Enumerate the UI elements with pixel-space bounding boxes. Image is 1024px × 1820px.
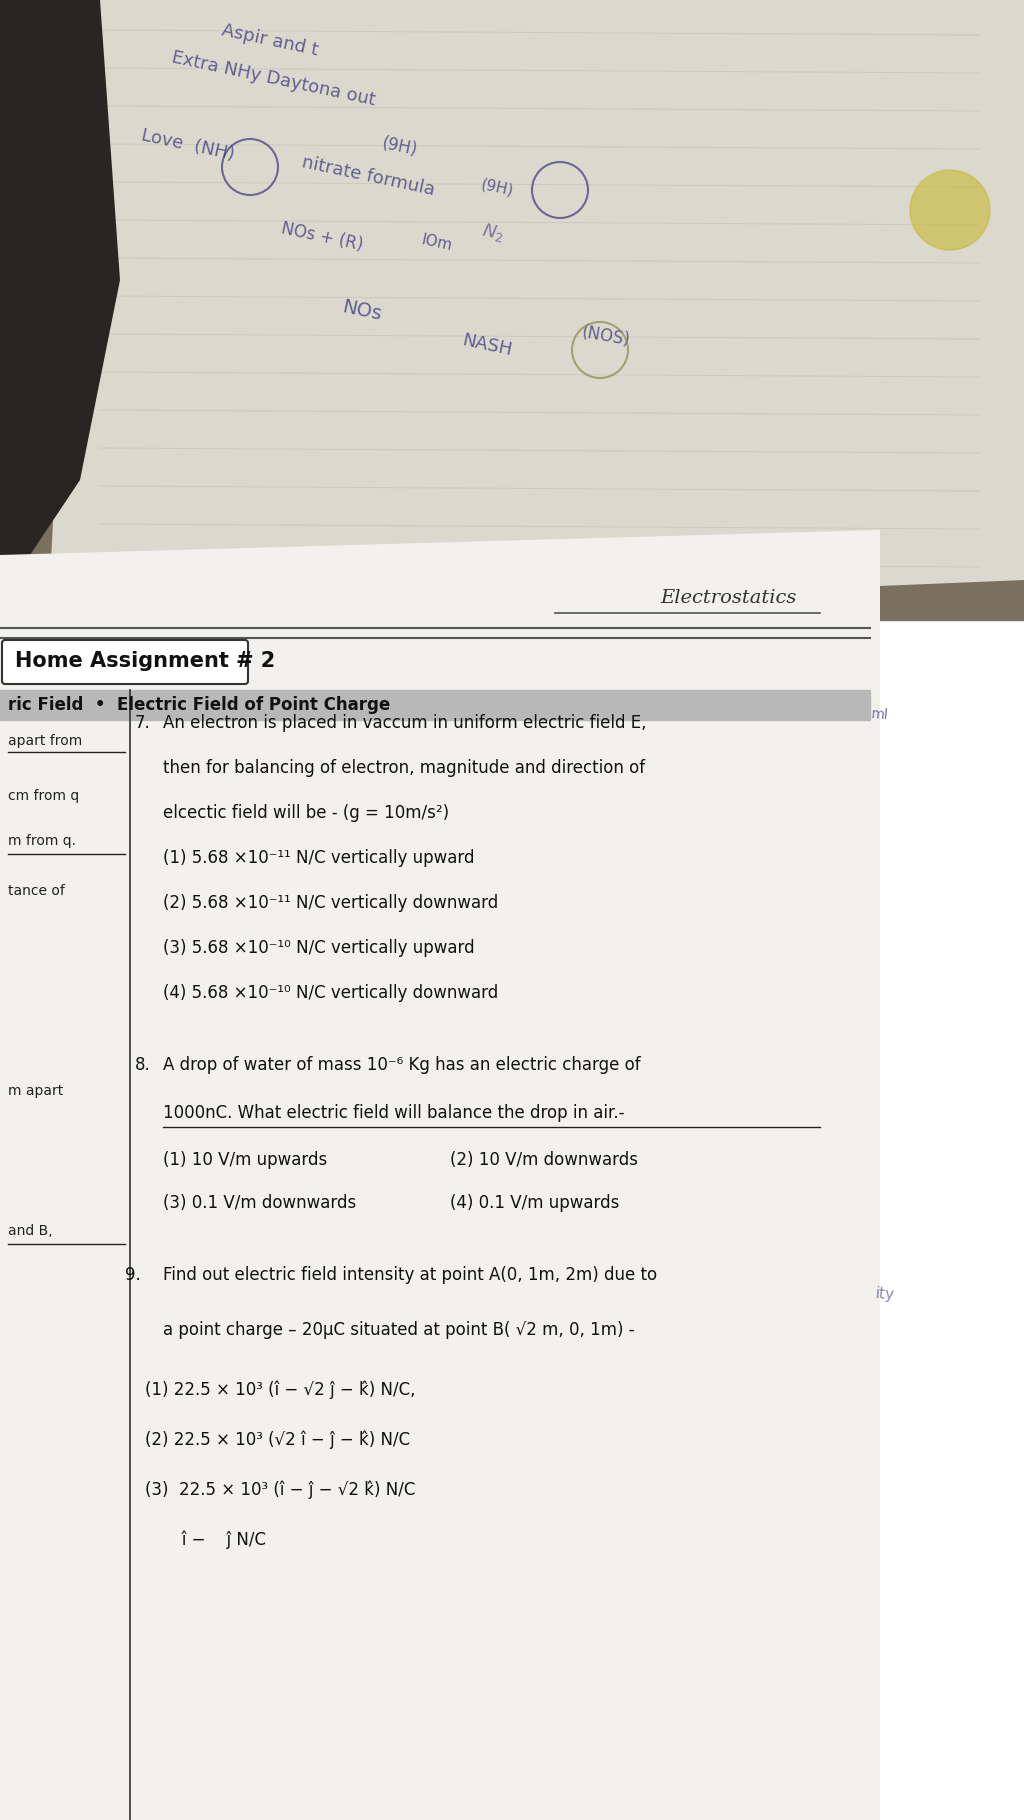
Polygon shape bbox=[0, 530, 880, 1820]
Text: Love  (NH): Love (NH) bbox=[140, 127, 237, 164]
Circle shape bbox=[910, 169, 990, 249]
Text: cm from q: cm from q bbox=[8, 790, 79, 803]
Text: 9.: 9. bbox=[125, 1267, 140, 1283]
Text: and B,: and B, bbox=[8, 1225, 52, 1238]
Polygon shape bbox=[0, 0, 120, 601]
Text: Aspir and t: Aspir and t bbox=[220, 22, 319, 58]
Text: (3)  22.5 × 10³ (î − ĵ − √2 k̂) N/C: (3) 22.5 × 10³ (î − ĵ − √2 k̂) N/C bbox=[145, 1480, 416, 1500]
Text: (1) 10 V/m upwards: (1) 10 V/m upwards bbox=[163, 1150, 328, 1168]
Text: NOs + (R): NOs + (R) bbox=[280, 218, 365, 255]
Text: (3) 5.68 ×10⁻¹⁰ N/C vertically upward: (3) 5.68 ×10⁻¹⁰ N/C vertically upward bbox=[163, 939, 475, 957]
Text: A drop of water of mass 10⁻⁶ Kg has an electric charge of: A drop of water of mass 10⁻⁶ Kg has an e… bbox=[163, 1056, 641, 1074]
Text: (9H): (9H) bbox=[380, 135, 419, 158]
Text: An electron is placed in vaccum in uniform electric field E,: An electron is placed in vaccum in unifo… bbox=[163, 713, 646, 732]
Text: Extra NHy Daytona out: Extra NHy Daytona out bbox=[170, 47, 377, 109]
Bar bbox=[0, 0, 1024, 621]
Text: ric Field  •  Electric Field of Point Charge: ric Field • Electric Field of Point Char… bbox=[8, 695, 390, 713]
Polygon shape bbox=[50, 0, 1024, 621]
Text: 8.: 8. bbox=[135, 1056, 151, 1074]
Text: 7.: 7. bbox=[135, 713, 151, 732]
Text: tance of: tance of bbox=[8, 885, 65, 897]
Text: m from q.: m from q. bbox=[8, 834, 76, 848]
Text: (4) 5.68 ×10⁻¹⁰ N/C vertically downward: (4) 5.68 ×10⁻¹⁰ N/C vertically downward bbox=[163, 985, 499, 1003]
Text: (9H): (9H) bbox=[480, 177, 515, 198]
Text: IOm: IOm bbox=[420, 231, 454, 253]
Text: Electrostatics: Electrostatics bbox=[660, 590, 797, 608]
Text: 1000nC. What electric field will balance the drop in air.-: 1000nC. What electric field will balance… bbox=[163, 1105, 625, 1121]
Text: $N_2$: $N_2$ bbox=[480, 220, 506, 246]
Text: (1) 5.68 ×10⁻¹¹ N/C vertically upward: (1) 5.68 ×10⁻¹¹ N/C vertically upward bbox=[163, 848, 474, 866]
Text: (NOS): (NOS) bbox=[580, 322, 631, 349]
Bar bbox=[0, 690, 870, 721]
Text: ity: ity bbox=[874, 1287, 895, 1303]
Text: NOs: NOs bbox=[340, 297, 383, 324]
Text: î −    ĵ N/C: î − ĵ N/C bbox=[145, 1531, 266, 1549]
Text: elcectic field will be - (g = 10m/s²): elcectic field will be - (g = 10m/s²) bbox=[163, 804, 450, 823]
Text: a point charge – 20μC situated at point B( √2 m, 0, 1m) -: a point charge – 20μC situated at point … bbox=[163, 1321, 635, 1340]
Text: (2) 22.5 × 10³ (√2 î − ĵ − k̂) N/C: (2) 22.5 × 10³ (√2 î − ĵ − k̂) N/C bbox=[145, 1431, 411, 1449]
Text: then for balancing of electron, magnitude and direction of: then for balancing of electron, magnitud… bbox=[163, 759, 645, 777]
Text: (2) 10 V/m downwards: (2) 10 V/m downwards bbox=[450, 1150, 638, 1168]
Text: m apart: m apart bbox=[8, 1085, 63, 1097]
Text: (4) 0.1 V/m upwards: (4) 0.1 V/m upwards bbox=[450, 1194, 620, 1212]
Text: apart from: apart from bbox=[8, 733, 82, 748]
Text: (2) 5.68 ×10⁻¹¹ N/C vertically downward: (2) 5.68 ×10⁻¹¹ N/C vertically downward bbox=[163, 894, 499, 912]
FancyBboxPatch shape bbox=[2, 641, 248, 684]
Text: (1) 22.5 × 10³ (î − √2 ĵ − k̂) N/C,: (1) 22.5 × 10³ (î − √2 ĵ − k̂) N/C, bbox=[145, 1381, 416, 1400]
Text: (3) 0.1 V/m downwards: (3) 0.1 V/m downwards bbox=[163, 1194, 356, 1212]
Text: Home Assignment # 2: Home Assignment # 2 bbox=[15, 652, 275, 672]
Text: nitrate formula: nitrate formula bbox=[300, 153, 436, 198]
Text: ml: ml bbox=[870, 708, 889, 723]
Text: NASH: NASH bbox=[460, 331, 513, 359]
Text: Find out electric field intensity at point A(0, 1m, 2m) due to: Find out electric field intensity at poi… bbox=[163, 1267, 657, 1283]
